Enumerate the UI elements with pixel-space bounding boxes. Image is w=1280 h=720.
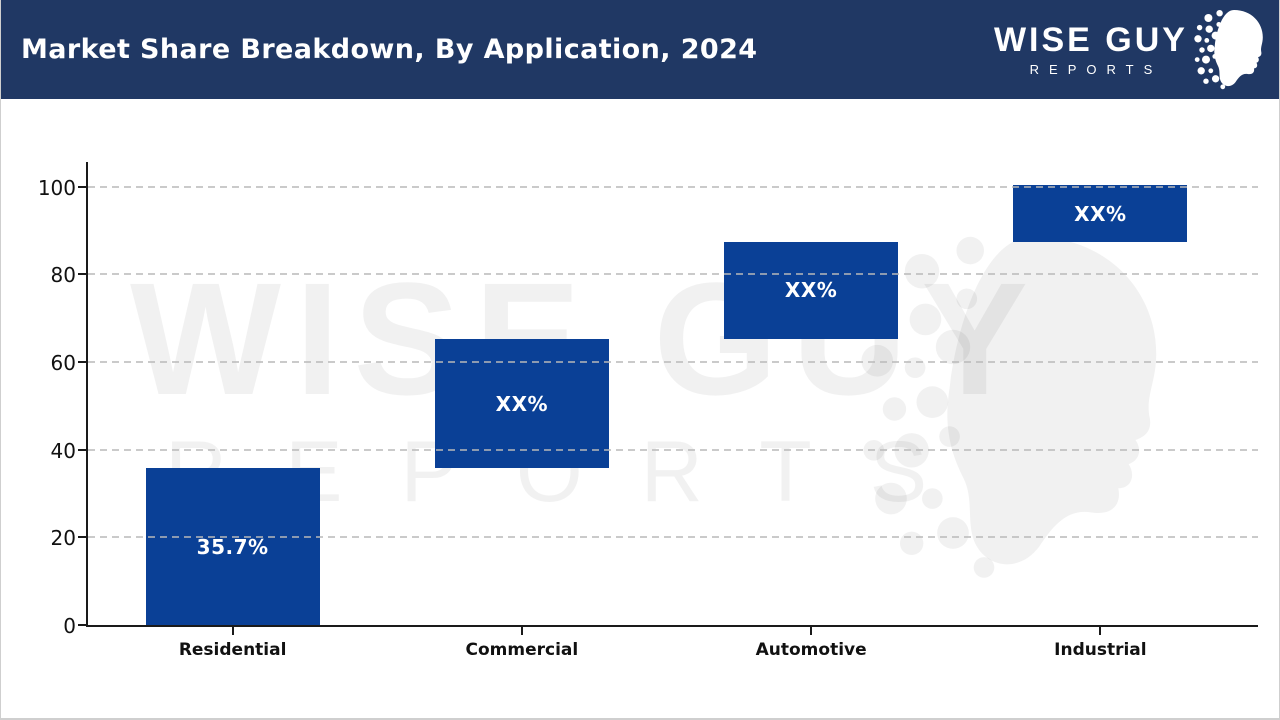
y-tick-label: 20 — [50, 526, 76, 551]
header-bar: Market Share Breakdown, By Application, … — [0, 0, 1280, 99]
logo-text: WISE GUY REPORTS — [994, 23, 1188, 77]
x-tick-mark — [520, 627, 523, 635]
x-category-label: Commercial — [465, 640, 579, 660]
bar — [1013, 185, 1188, 242]
bar — [145, 468, 320, 625]
gridline — [88, 273, 1258, 276]
x-axis-line — [86, 625, 1258, 627]
x-tick-mark — [810, 627, 813, 635]
x-category-label: Residential — [178, 640, 287, 660]
y-tick-mark — [78, 536, 86, 539]
gridline — [88, 536, 1258, 539]
bar — [434, 338, 609, 469]
page-title: Market Share Breakdown, By Application, … — [21, 34, 758, 65]
bar — [724, 241, 899, 339]
y-tick-label: 0 — [63, 614, 76, 638]
y-tick-mark — [78, 185, 86, 188]
x-tick-mark — [1099, 627, 1102, 635]
x-tick-mark — [231, 627, 234, 635]
y-tick-mark — [78, 624, 86, 626]
logo-wordmark: WISE GUY — [993, 21, 1188, 59]
gridline — [88, 185, 1258, 188]
y-tick-label: 60 — [50, 350, 76, 375]
bar-value-label: XX% — [495, 391, 549, 416]
y-tick-mark — [78, 360, 86, 363]
y-tick-mark — [78, 448, 86, 451]
wise-guy-reports-logo: WISE GUY REPORTS — [994, 4, 1266, 96]
y-tick-label: 80 — [50, 263, 76, 288]
y-axis-line — [86, 162, 88, 627]
waterfall-chart: 0 20 40 60 80 100 35.7% Residential XX% Commercia… — [0, 99, 1280, 720]
bar-value-label: XX% — [784, 278, 838, 303]
bar-value-label: 35.7% — [196, 534, 269, 559]
logo-subtitle: REPORTS — [1029, 62, 1163, 77]
gridline — [88, 360, 1258, 363]
y-tick-label: 40 — [50, 438, 76, 463]
gridline — [88, 448, 1258, 451]
logo-head-icon — [1194, 10, 1263, 90]
y-tick-mark — [78, 273, 86, 276]
bar-value-label: XX% — [1074, 201, 1127, 226]
x-category-label: Automotive — [755, 640, 867, 660]
x-category-label: Industrial — [1054, 640, 1147, 660]
y-tick-label: 100 — [37, 175, 76, 200]
